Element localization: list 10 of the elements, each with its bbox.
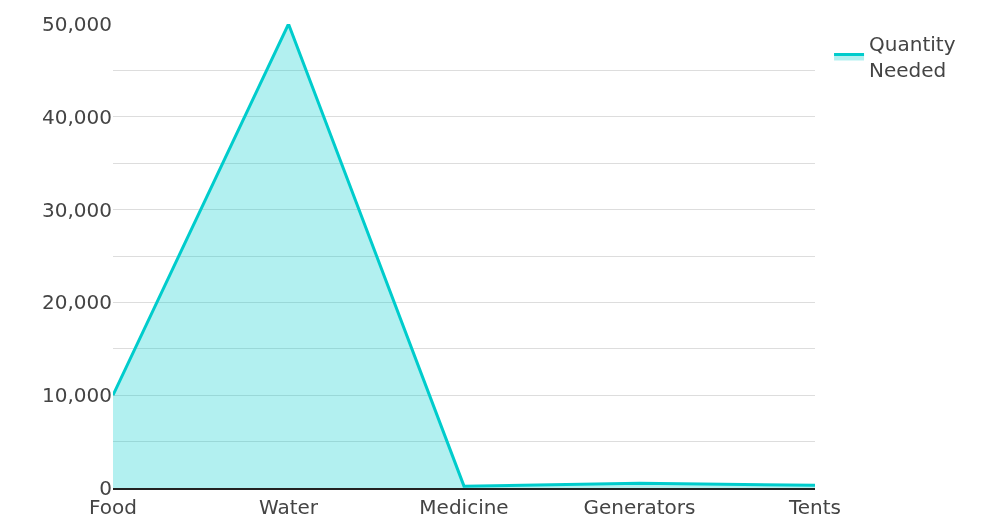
y-tick-label: 40,000 — [42, 104, 112, 129]
x-tick-label: Water — [258, 495, 319, 519]
y-tick-label: 30,000 — [42, 197, 112, 222]
x-tick-label: Medicine — [419, 495, 509, 519]
y-tick-label: 10,000 — [42, 383, 112, 408]
x-tick-label: Tents — [787, 495, 842, 519]
x-tick-label: Generators — [583, 495, 696, 519]
y-tick-label: 20,000 — [42, 290, 112, 315]
y-tick-label: 50,000 — [42, 12, 112, 36]
legend-label: Quantity Needed — [869, 32, 956, 83]
